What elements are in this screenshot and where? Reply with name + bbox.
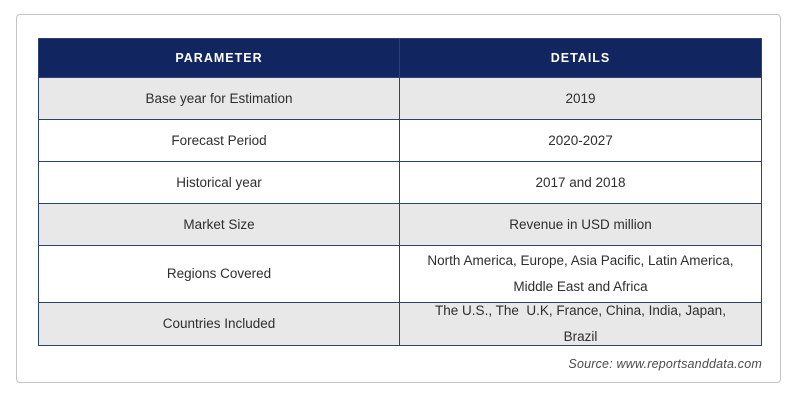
table-row: Historical year 2017 and 2018 bbox=[39, 162, 761, 204]
param-cell: Base year for Estimation bbox=[39, 78, 400, 119]
details-cell: 2017 and 2018 bbox=[535, 174, 626, 190]
parameters-table: PARAMETER DETAILS Base year for Estimati… bbox=[38, 38, 762, 346]
details-cell: North America, Europe, Asia Pacific, Lat… bbox=[427, 253, 738, 294]
table-row: Regions Covered North America, Europe, A… bbox=[39, 246, 761, 303]
table-row: Market Size Revenue in USD million bbox=[39, 204, 761, 246]
param-cell: Forecast Period bbox=[39, 120, 400, 161]
table-row: Countries Included The U.S., The U.K, Fr… bbox=[39, 303, 761, 345]
param-cell: Historical year bbox=[39, 162, 400, 203]
param-cell: Market Size bbox=[39, 204, 400, 245]
source-note: Source: www.reportsanddata.com bbox=[568, 357, 762, 371]
details-cell: 2019 bbox=[565, 90, 596, 106]
table-row: Forecast Period 2020-2027 bbox=[39, 120, 761, 162]
outer-frame bbox=[16, 14, 781, 383]
header-details: DETAILS bbox=[550, 51, 611, 65]
param-cell: Countries Included bbox=[39, 303, 400, 345]
header-parameter: PARAMETER bbox=[39, 39, 400, 77]
table-header-row: PARAMETER DETAILS bbox=[39, 39, 761, 78]
details-cell: 2020-2027 bbox=[548, 132, 613, 148]
param-cell: Regions Covered bbox=[39, 246, 400, 302]
details-cell: The U.S., The U.K, France, China, India,… bbox=[435, 303, 730, 344]
details-cell: Revenue in USD million bbox=[509, 216, 652, 232]
table-row: Base year for Estimation 2019 bbox=[39, 78, 761, 120]
